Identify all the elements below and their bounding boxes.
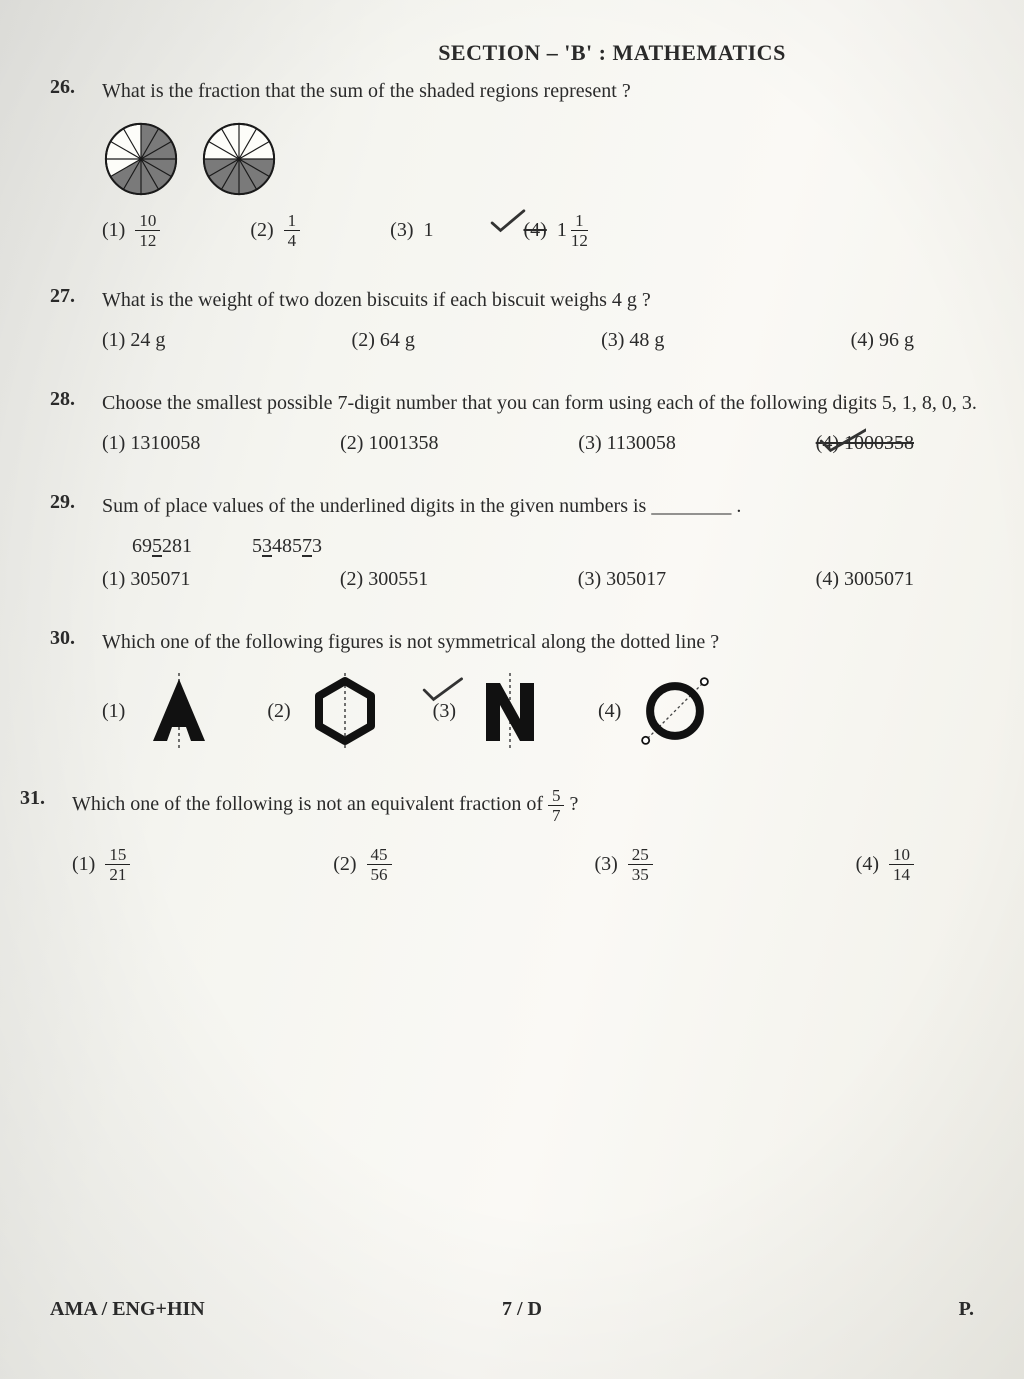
q31-main-fraction: 5 7 <box>548 787 565 824</box>
q29-opt4: (4) 3005071 <box>816 568 914 591</box>
question-28: 28. Choose the smallest possible 7-digit… <box>50 388 994 455</box>
figure-hexagon <box>305 671 385 751</box>
q26-opt4: (4) 1 1 12 <box>523 212 587 249</box>
figure-circle-diagonal <box>635 671 715 751</box>
q29-opt1: (1) 305071 <box>102 568 190 591</box>
q28-text: Choose the smallest possible 7-digit num… <box>102 388 994 418</box>
frac-num: 10 <box>135 212 160 231</box>
frac-num: 1 <box>284 212 301 231</box>
question-30: 30. Which one of the following figures i… <box>50 627 994 751</box>
pie-2 <box>200 120 278 198</box>
mixed-fraction: 1 1 12 <box>557 212 588 249</box>
footer-right: P. <box>959 1298 974 1321</box>
pie-1 <box>102 120 180 198</box>
q29-text-a: Sum of place values of the underlined di… <box>102 495 651 517</box>
opt-label: (1) <box>102 219 125 242</box>
q27-opt1: (1) 24 g <box>102 329 165 352</box>
q30-opt2: (2) <box>267 671 384 751</box>
q29-period: . <box>736 495 741 517</box>
question-31: 31. Which one of the following is not an… <box>20 787 994 883</box>
figure-letter-a <box>139 671 219 751</box>
q31-text: Which one of the following is not an equ… <box>72 787 994 824</box>
q29-number: 29. <box>50 491 75 514</box>
q28-opt1: (1) 1310058 <box>102 432 200 455</box>
opt-label: (1) <box>102 700 125 723</box>
frac-den: 12 <box>571 231 588 249</box>
opt-label: (4) <box>856 853 879 876</box>
question-27: 27. What is the weight of two dozen bisc… <box>50 285 994 352</box>
q27-number: 27. <box>50 285 75 308</box>
q29-opt2: (2) 300551 <box>340 568 428 591</box>
q29-num1: 695281 <box>132 535 192 558</box>
q29-num2: 5348573 <box>252 535 322 558</box>
q31-options: (1) 1521 (2) 4556 (3) 2535 (4) 1014 <box>72 846 994 883</box>
check-mark-icon <box>419 677 463 705</box>
q30-opt4: (4) <box>598 671 715 751</box>
q30-opt1: (1) <box>102 671 219 751</box>
q31-text-a: Which one of the following is not an equ… <box>72 793 548 815</box>
q26-text: What is the fraction that the sum of the… <box>102 76 994 106</box>
q28-number: 28. <box>50 388 75 411</box>
section-title: SECTION – 'B' : MATHEMATICS <box>230 40 994 66</box>
q30-opt3: (3) <box>433 671 550 751</box>
opt-label: (1) <box>72 853 95 876</box>
q26-opt3: (3) 1 <box>390 219 433 242</box>
q31-number: 31. <box>20 787 45 810</box>
frac-num: 1 <box>571 212 588 231</box>
q28-options: (1) 1310058 (2) 1001358 (3) 1130058 (4) … <box>102 432 994 455</box>
figure-letter-n <box>470 671 550 751</box>
frac-den: 4 <box>288 231 297 249</box>
q26-opt1: (1) 10 12 <box>102 212 160 249</box>
q31-opt2: (2) 4556 <box>333 846 391 883</box>
check-mark-icon <box>810 428 866 456</box>
opt-value: 1 <box>423 219 433 242</box>
page-footer: AMA / ENG+HIN 7 / D P. <box>50 1298 994 1321</box>
opt-label: (4) <box>598 700 621 723</box>
q27-opt3: (3) 48 g <box>601 329 664 352</box>
q26-number: 26. <box>50 76 75 99</box>
mixed-whole: 1 <box>557 219 567 242</box>
q27-opt2: (2) 64 g <box>352 329 415 352</box>
q31-qmark: ? <box>569 793 578 815</box>
q27-options: (1) 24 g (2) 64 g (3) 48 g (4) 96 g <box>102 329 994 352</box>
frac-den: 12 <box>139 231 156 249</box>
q29-numbers: 695281 5348573 <box>132 535 994 558</box>
q30-text: Which one of the following figures is no… <box>102 627 994 657</box>
q27-opt4: (4) 96 g <box>851 329 914 352</box>
q31-opt3: (3) 2535 <box>594 846 652 883</box>
q26-options: (1) 10 12 (2) 1 4 (3) 1 <box>102 212 994 249</box>
q26-opt2: (2) 1 4 <box>250 212 300 249</box>
q29-text: Sum of place values of the underlined di… <box>102 491 994 521</box>
q29-blank: ________ <box>651 495 731 517</box>
footer-mid: 7 / D <box>502 1298 542 1321</box>
q28-opt4: (4) 1000358 <box>816 432 914 455</box>
opt-label: (2) <box>250 219 273 242</box>
question-26: 26. What is the fraction that the sum of… <box>50 76 994 249</box>
opt-label: (3) <box>390 219 413 242</box>
q30-number: 30. <box>50 627 75 650</box>
q28-opt2: (2) 1001358 <box>340 432 438 455</box>
q28-opt3: (3) 1130058 <box>578 432 676 455</box>
opt-label: (2) <box>267 700 290 723</box>
fraction: 10 12 <box>135 212 160 249</box>
question-29: 29. Sum of place values of the underline… <box>50 491 994 591</box>
fraction: 1 4 <box>284 212 301 249</box>
opt-label: (3) <box>594 853 617 876</box>
q30-figures: (1) (2) (3) <box>102 671 994 751</box>
q29-options: (1) 305071 (2) 300551 (3) 305017 (4) 300… <box>102 568 994 591</box>
q31-opt1: (1) 1521 <box>72 846 130 883</box>
check-mark-icon <box>489 208 527 236</box>
q27-text: What is the weight of two dozen biscuits… <box>102 285 994 315</box>
q29-opt3: (3) 305017 <box>578 568 666 591</box>
footer-left: AMA / ENG+HIN <box>50 1298 205 1321</box>
opt-label: (2) <box>333 853 356 876</box>
q31-opt4: (4) 1014 <box>856 846 914 883</box>
q26-pies <box>102 120 994 198</box>
